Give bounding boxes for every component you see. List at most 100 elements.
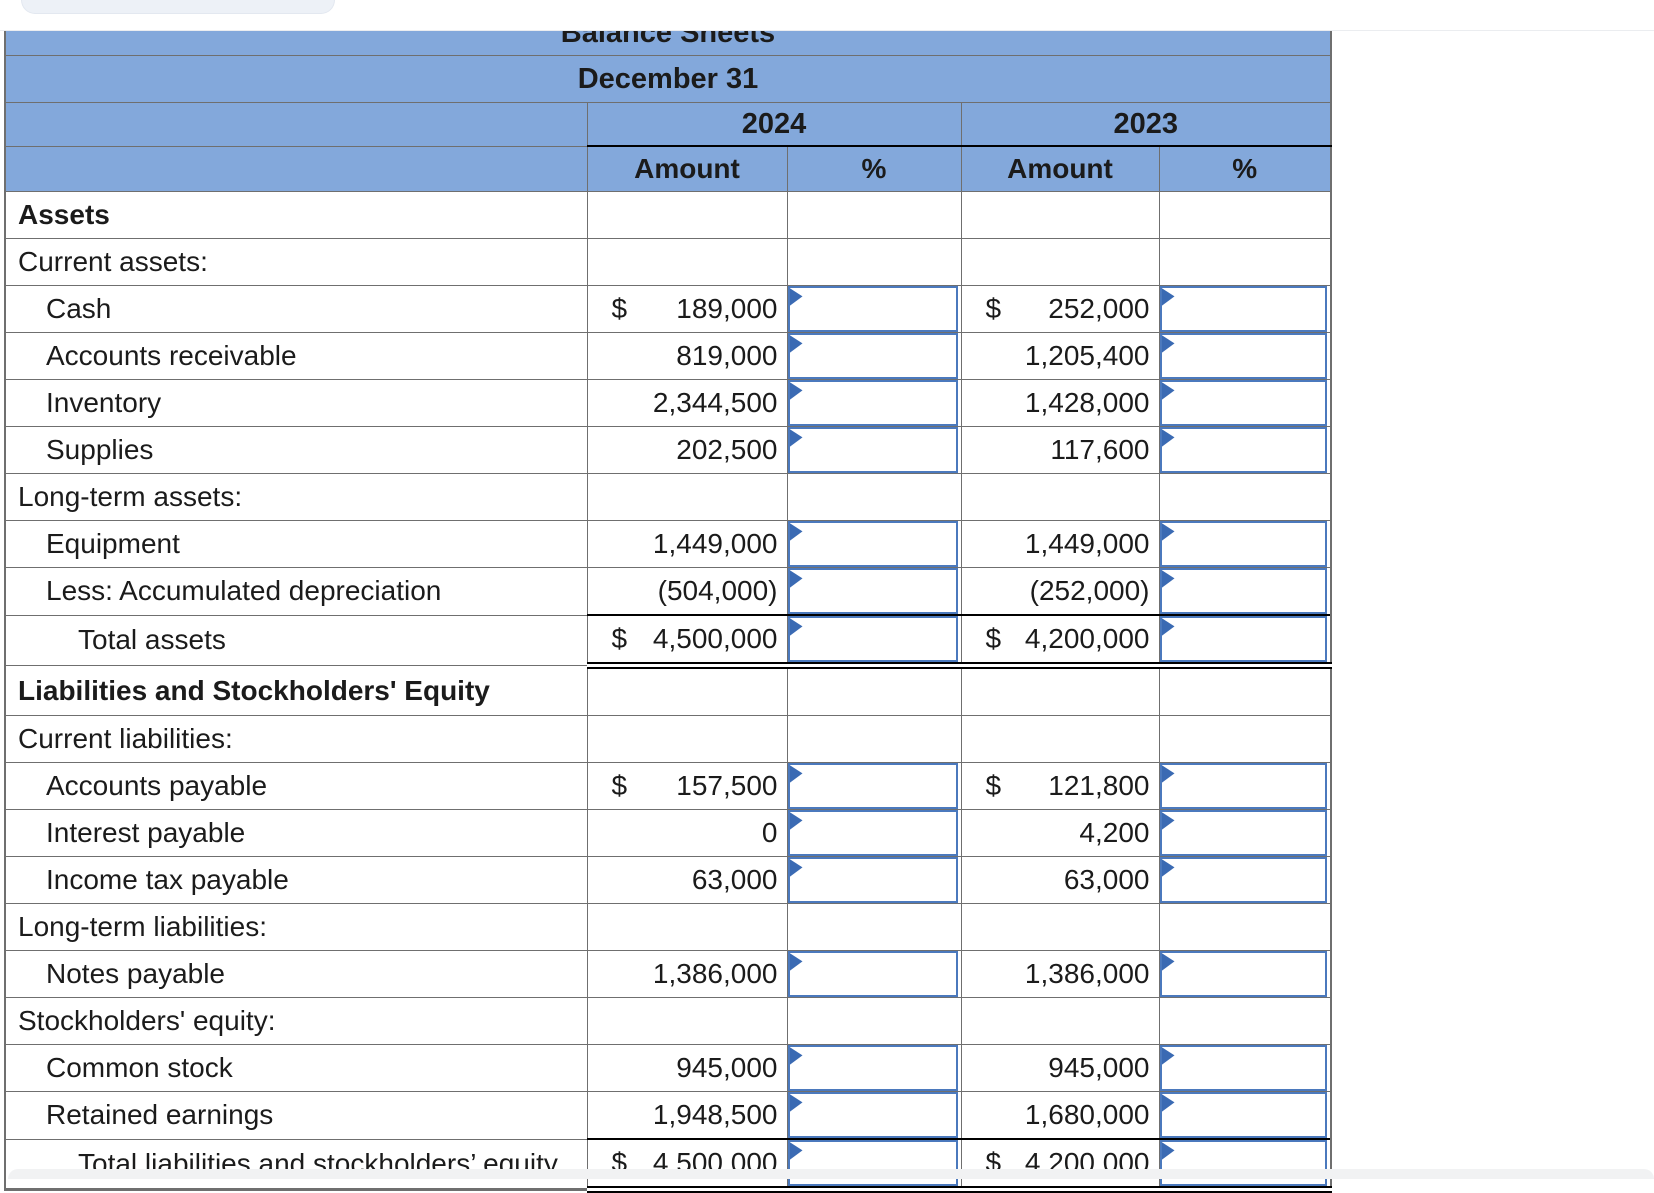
percent-input-2023[interactable] bbox=[1160, 427, 1327, 473]
currency-symbol: $ bbox=[985, 293, 1002, 324]
percent-cell-2024[interactable] bbox=[786, 426, 962, 474]
total-row: Total assets $4,500,000 $4,200,000 bbox=[4, 614, 1332, 669]
amount-value: 1,428,000 bbox=[1024, 387, 1150, 418]
percent-cell-2023 bbox=[1158, 997, 1332, 1045]
percent-input-2024[interactable] bbox=[788, 810, 958, 856]
percent-cell-2024[interactable] bbox=[786, 332, 962, 380]
percent-cell-2024[interactable] bbox=[786, 1138, 962, 1193]
amount-cell-2023: 1,428,000 bbox=[960, 379, 1160, 427]
data-row: Accounts payable $157,500 $121,800 bbox=[4, 762, 1332, 810]
amount-value: 63,000 bbox=[691, 864, 778, 895]
percent-cell-2023[interactable] bbox=[1158, 614, 1332, 669]
percent-input-2023[interactable] bbox=[1160, 1140, 1327, 1183]
percent-cell-2023[interactable] bbox=[1158, 762, 1332, 810]
percent-cell-2023[interactable] bbox=[1158, 426, 1332, 474]
percent-input-2024[interactable] bbox=[788, 568, 958, 614]
data-row: Income tax payable 63,000 63,000 bbox=[4, 856, 1332, 904]
cell-flag-icon bbox=[1161, 429, 1175, 448]
currency-symbol: $ bbox=[611, 770, 628, 801]
row-label: Retained earnings bbox=[4, 1091, 588, 1140]
amount-cell-2024 bbox=[586, 473, 788, 521]
percent-cell-2024[interactable] bbox=[786, 285, 962, 333]
percent-cell-2023[interactable] bbox=[1158, 950, 1332, 998]
amount-value: 63,000 bbox=[1063, 864, 1150, 895]
cell-flag-icon bbox=[1161, 570, 1175, 589]
percent-input-2024[interactable] bbox=[788, 286, 958, 332]
table-title: Balance Sheets bbox=[560, 31, 776, 49]
percent-input-2023[interactable] bbox=[1160, 951, 1327, 997]
balance-sheet-card: Balance Sheets December 31 2024 2023 Amo… bbox=[4, 31, 1332, 1193]
subtitle-row: December 31 bbox=[4, 55, 1332, 103]
amount-cell-2024 bbox=[586, 191, 788, 239]
currency-symbol: $ bbox=[611, 623, 628, 654]
percent-input-2023[interactable] bbox=[1160, 521, 1327, 567]
percent-cell-2023[interactable] bbox=[1158, 809, 1332, 857]
row-label: Less: Accumulated depreciation bbox=[4, 567, 588, 616]
percent-input-2023[interactable] bbox=[1160, 857, 1327, 903]
amount-value: 945,000 bbox=[676, 1052, 778, 1083]
data-row: Equipment 1,449,000 1,449,000 bbox=[4, 520, 1332, 568]
amount-value: 4,500,000 bbox=[652, 623, 778, 654]
percent-input-2023[interactable] bbox=[1160, 333, 1327, 379]
percent-cell-2024[interactable] bbox=[786, 614, 962, 669]
percent-input-2024[interactable] bbox=[788, 427, 958, 473]
row-label: Notes payable bbox=[4, 950, 588, 998]
percent-cell-2023[interactable] bbox=[1158, 379, 1332, 427]
row-label: Liabilities and Stockholders' Equity bbox=[4, 665, 588, 716]
row-label: Current liabilities: bbox=[4, 715, 588, 763]
percent-input-2023[interactable] bbox=[1160, 1045, 1327, 1091]
percent-input-2023[interactable] bbox=[1160, 380, 1327, 426]
percent-cell-2023[interactable] bbox=[1158, 1138, 1332, 1193]
percent-input-2024[interactable] bbox=[788, 616, 958, 659]
amount-value: (504,000) bbox=[657, 575, 778, 606]
percent-input-2024[interactable] bbox=[788, 1092, 958, 1138]
percent-cell-2023 bbox=[1158, 903, 1332, 951]
cell-flag-icon bbox=[1161, 1142, 1175, 1161]
percent-input-2024[interactable] bbox=[788, 763, 958, 809]
percent-input-2024[interactable] bbox=[788, 857, 958, 903]
percent-input-2023[interactable] bbox=[1160, 763, 1327, 809]
cell-flag-icon bbox=[789, 765, 803, 784]
amount-cell-2023: $4,200,000 bbox=[960, 614, 1160, 669]
percent-cell-2024[interactable] bbox=[786, 1044, 962, 1092]
percent-input-2023[interactable] bbox=[1160, 616, 1327, 659]
amount-value: 2,344,500 bbox=[652, 387, 778, 418]
percent-input-2023[interactable] bbox=[1160, 286, 1327, 332]
card-top-divider bbox=[0, 30, 1654, 31]
amount-value: 0 bbox=[761, 817, 778, 848]
percent-cell-2023[interactable] bbox=[1158, 1044, 1332, 1092]
cell-flag-icon bbox=[1161, 618, 1175, 637]
percent-cell-2024[interactable] bbox=[786, 950, 962, 998]
amount-cell-2023: $121,800 bbox=[960, 762, 1160, 810]
amount-value: 1,386,000 bbox=[652, 958, 778, 989]
percent-cell-2024[interactable] bbox=[786, 379, 962, 427]
percent-cell-2023[interactable] bbox=[1158, 520, 1332, 568]
percent-input-2024[interactable] bbox=[788, 333, 958, 379]
percent-input-2024[interactable] bbox=[788, 1045, 958, 1091]
amount-cell-2023 bbox=[960, 665, 1160, 716]
amount-cell-2024 bbox=[586, 997, 788, 1045]
percent-cell-2023[interactable] bbox=[1158, 285, 1332, 333]
percent-cell-2024[interactable] bbox=[786, 1091, 962, 1140]
percent-input-2024[interactable] bbox=[788, 951, 958, 997]
percent-cell-2024[interactable] bbox=[786, 809, 962, 857]
percent-input-2024[interactable] bbox=[788, 1140, 958, 1183]
percent-cell-2023[interactable] bbox=[1158, 856, 1332, 904]
percent-cell-2024[interactable] bbox=[786, 520, 962, 568]
amount-cell-2024 bbox=[586, 715, 788, 763]
percent-cell-2023[interactable] bbox=[1158, 567, 1332, 616]
amount-cell-2023 bbox=[960, 238, 1160, 286]
percent-input-2024[interactable] bbox=[788, 521, 958, 567]
percent-cell-2023[interactable] bbox=[1158, 332, 1332, 380]
percent-input-2023[interactable] bbox=[1160, 810, 1327, 856]
percent-input-2024[interactable] bbox=[788, 380, 958, 426]
percent-cell-2023[interactable] bbox=[1158, 1091, 1332, 1140]
percent-cell-2024[interactable] bbox=[786, 856, 962, 904]
percent-input-2023[interactable] bbox=[1160, 568, 1327, 614]
cell-flag-icon bbox=[789, 1047, 803, 1066]
percent-input-2023[interactable] bbox=[1160, 1092, 1327, 1138]
percent-cell-2024[interactable] bbox=[786, 567, 962, 616]
amount-value: 252,000 bbox=[1048, 293, 1150, 324]
percent-cell-2024[interactable] bbox=[786, 762, 962, 810]
cell-flag-icon bbox=[1161, 812, 1175, 831]
